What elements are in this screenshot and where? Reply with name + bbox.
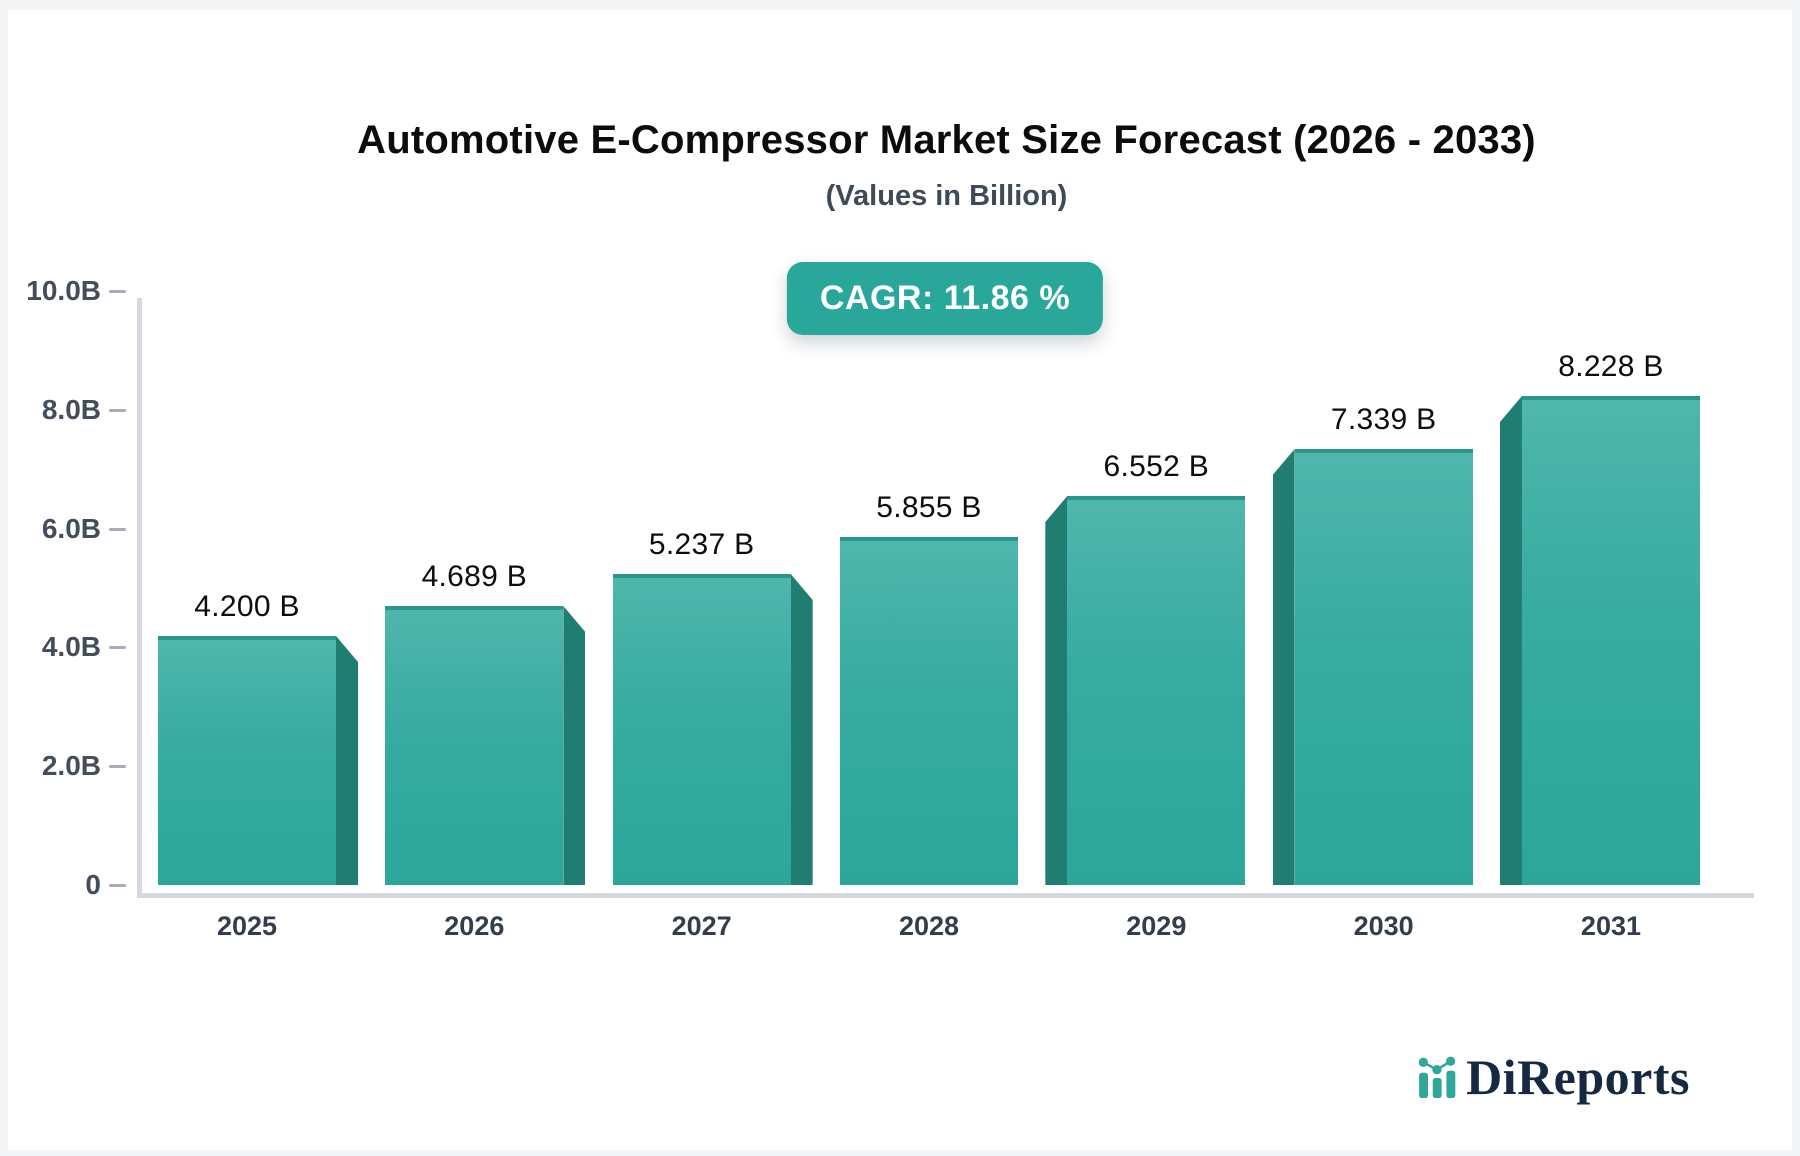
y-axis-tick-label: 2.0B bbox=[41, 750, 101, 782]
bar-value-label: 5.237 B bbox=[648, 528, 755, 561]
y-axis-tick-mark bbox=[109, 646, 126, 650]
bar-side-3d bbox=[1272, 449, 1295, 885]
bar-2031 bbox=[1499, 396, 1700, 885]
y-axis-tick-mark bbox=[109, 408, 126, 412]
bar-2027 bbox=[612, 574, 813, 885]
bar-side-3d bbox=[1499, 396, 1522, 885]
bar-2029 bbox=[1045, 496, 1246, 885]
bar-value-label: 4.200 B bbox=[194, 590, 300, 623]
chart-subtitle: (Values in Billion) bbox=[825, 180, 1068, 212]
bar-side-3d bbox=[336, 636, 358, 885]
bar-side-3d bbox=[790, 574, 813, 885]
x-axis-tick-label: 2031 bbox=[1580, 911, 1641, 941]
bar-value-label: 5.855 B bbox=[876, 491, 982, 524]
bar-chart-plot: 10.0B 8.0B 6.0B 4.0B 2.0B 0 4.200 B 2025 4.689 B… bbox=[8, 10, 1792, 1150]
y-axis-tick-label: 6.0B bbox=[41, 512, 101, 544]
y-axis-tick-label: 0 bbox=[85, 869, 101, 900]
bar-value-label: 6.552 B bbox=[1103, 450, 1210, 483]
y-axis-tick-label: 4.0B bbox=[41, 631, 101, 663]
y-axis-tick-mark bbox=[109, 765, 126, 769]
x-axis-tick-label: 2028 bbox=[898, 911, 960, 941]
chart-card: Automotive E-Compressor Market Size Fore… bbox=[8, 10, 1792, 1150]
bar-face bbox=[1521, 396, 1700, 885]
bar-face bbox=[612, 574, 791, 885]
y-axis-tick-mark bbox=[109, 884, 126, 887]
cagr-badge: CAGR: 11.86 % bbox=[786, 262, 1104, 335]
y-axis-tick-mark bbox=[109, 290, 126, 293]
x-axis-tick-label: 2030 bbox=[1353, 911, 1414, 941]
y-axis-tick-label: 10.0B bbox=[26, 275, 101, 306]
mini-bar-chart-icon bbox=[1419, 1056, 1456, 1098]
bar-face bbox=[385, 606, 564, 885]
x-axis-tick-label: 2027 bbox=[671, 911, 732, 941]
bar-face bbox=[1294, 449, 1473, 885]
x-axis-line bbox=[137, 893, 1754, 898]
bar-2028 bbox=[839, 537, 1018, 885]
bar-face bbox=[1067, 496, 1246, 885]
bar-value-label: 7.339 B bbox=[1330, 403, 1437, 436]
bar-side-3d bbox=[1045, 496, 1068, 885]
brand-name: DiReports bbox=[1466, 1049, 1690, 1105]
bar-2030 bbox=[1272, 449, 1473, 885]
brand-logo: DiReports bbox=[1419, 1046, 1690, 1108]
y-axis-tick-label: 8.0B bbox=[41, 393, 101, 425]
x-axis-tick-label: 2026 bbox=[444, 911, 505, 941]
chart-title: Automotive E-Compressor Market Size Fore… bbox=[357, 118, 1536, 162]
x-axis-tick-label: 2025 bbox=[216, 911, 278, 941]
bar-2026 bbox=[385, 606, 586, 885]
bar-face bbox=[839, 537, 1018, 885]
bar-value-label: 4.689 B bbox=[421, 560, 528, 593]
bar-value-label: 8.228 B bbox=[1558, 350, 1664, 383]
bar-side-3d bbox=[563, 606, 586, 885]
x-axis-tick-label: 2029 bbox=[1126, 911, 1187, 941]
bar-face bbox=[158, 636, 336, 885]
y-axis-tick-mark bbox=[109, 527, 126, 531]
y-axis-line bbox=[137, 298, 142, 897]
bar-2025 bbox=[158, 636, 358, 885]
